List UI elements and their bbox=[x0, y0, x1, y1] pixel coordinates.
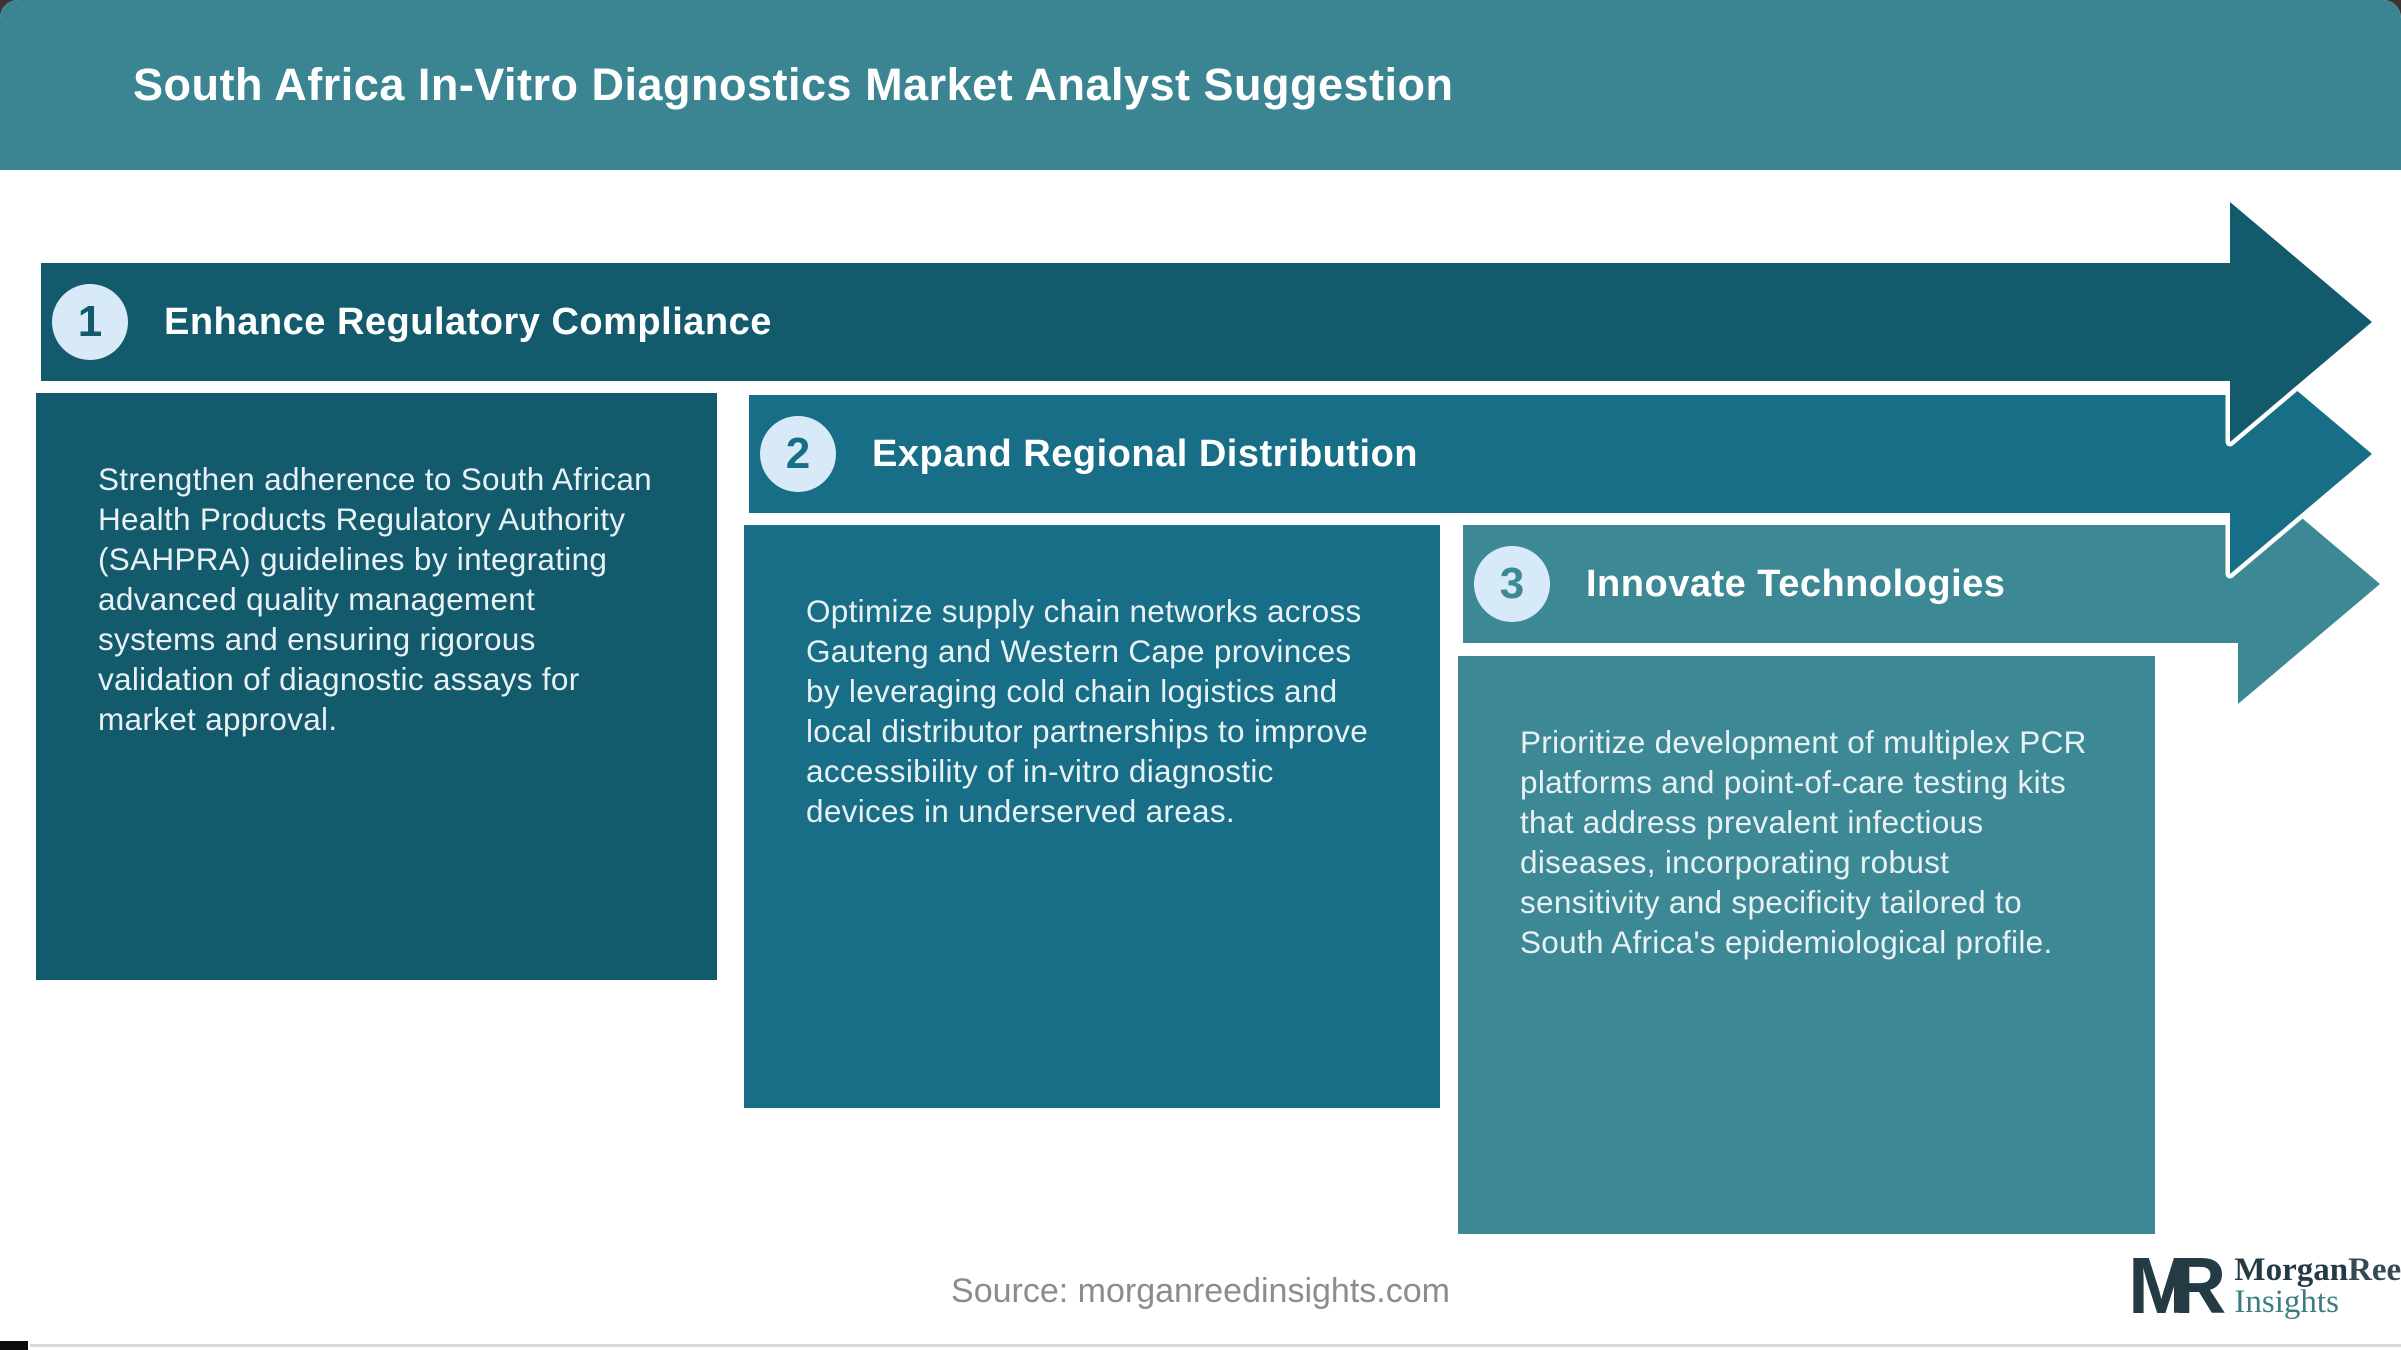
step-1-banner: 1 Enhance Regulatory Compliance bbox=[36, 263, 2194, 381]
step-1-description-box: Strengthen adherence to South African He… bbox=[36, 393, 717, 980]
logo-wordmark: MorganReed Insights bbox=[2234, 1252, 2401, 1320]
logo-monogram-m: M bbox=[2128, 1241, 2195, 1330]
step-1-description: Strengthen adherence to South African He… bbox=[98, 461, 652, 737]
step-2-number: 2 bbox=[785, 429, 811, 478]
step-1-title: Enhance Regulatory Compliance bbox=[164, 300, 772, 343]
step-2-badge-icon: 2 bbox=[760, 416, 836, 492]
step-3-banner: 3 Innovate Technologies bbox=[1458, 525, 2238, 643]
morganreed-logo: M R MorganReed Insights bbox=[2128, 1241, 2401, 1330]
step-1-number: 1 bbox=[77, 297, 103, 346]
header-bar: South Africa In-Vitro Diagnostics Market… bbox=[0, 0, 2401, 170]
step-3-badge-icon: 3 bbox=[1474, 546, 1550, 622]
step-1-badge-icon: 1 bbox=[52, 284, 128, 360]
step-3-description-box: Prioritize development of multiplex PCR … bbox=[1458, 656, 2155, 1234]
logo-name-primary: Morgan bbox=[2234, 1252, 2349, 1288]
step-2-banner: 2 Expand Regional Distribution bbox=[744, 395, 2194, 513]
step-1-arrow-path bbox=[36, 197, 2377, 447]
step-3-description: Prioritize development of multiplex PCR … bbox=[1520, 724, 2087, 960]
page-title: South Africa In-Vitro Diagnostics Market… bbox=[133, 59, 1454, 110]
step-2-description: Optimize supply chain networks across Ga… bbox=[806, 593, 1369, 829]
step-2-title: Expand Regional Distribution bbox=[872, 432, 1419, 475]
logo-monogram-r: R bbox=[2168, 1241, 2227, 1330]
step-3-title: Innovate Technologies bbox=[1586, 562, 2006, 605]
morganreed-logo-icon: M R bbox=[2128, 1241, 2227, 1330]
step-2-description-box: Optimize supply chain networks across Ga… bbox=[744, 525, 1440, 1108]
logo-name-secondary: Reed bbox=[2348, 1252, 2401, 1288]
bottom-left-corner-mark bbox=[0, 1341, 28, 1350]
logo-tagline: Insights bbox=[2234, 1284, 2339, 1320]
bottom-divider-line bbox=[30, 1344, 2401, 1347]
step-3-number: 3 bbox=[1499, 559, 1525, 608]
source-attribution: Source: morganreedinsights.com bbox=[951, 1272, 1450, 1310]
step-1-arrow-shape bbox=[36, 197, 2377, 447]
